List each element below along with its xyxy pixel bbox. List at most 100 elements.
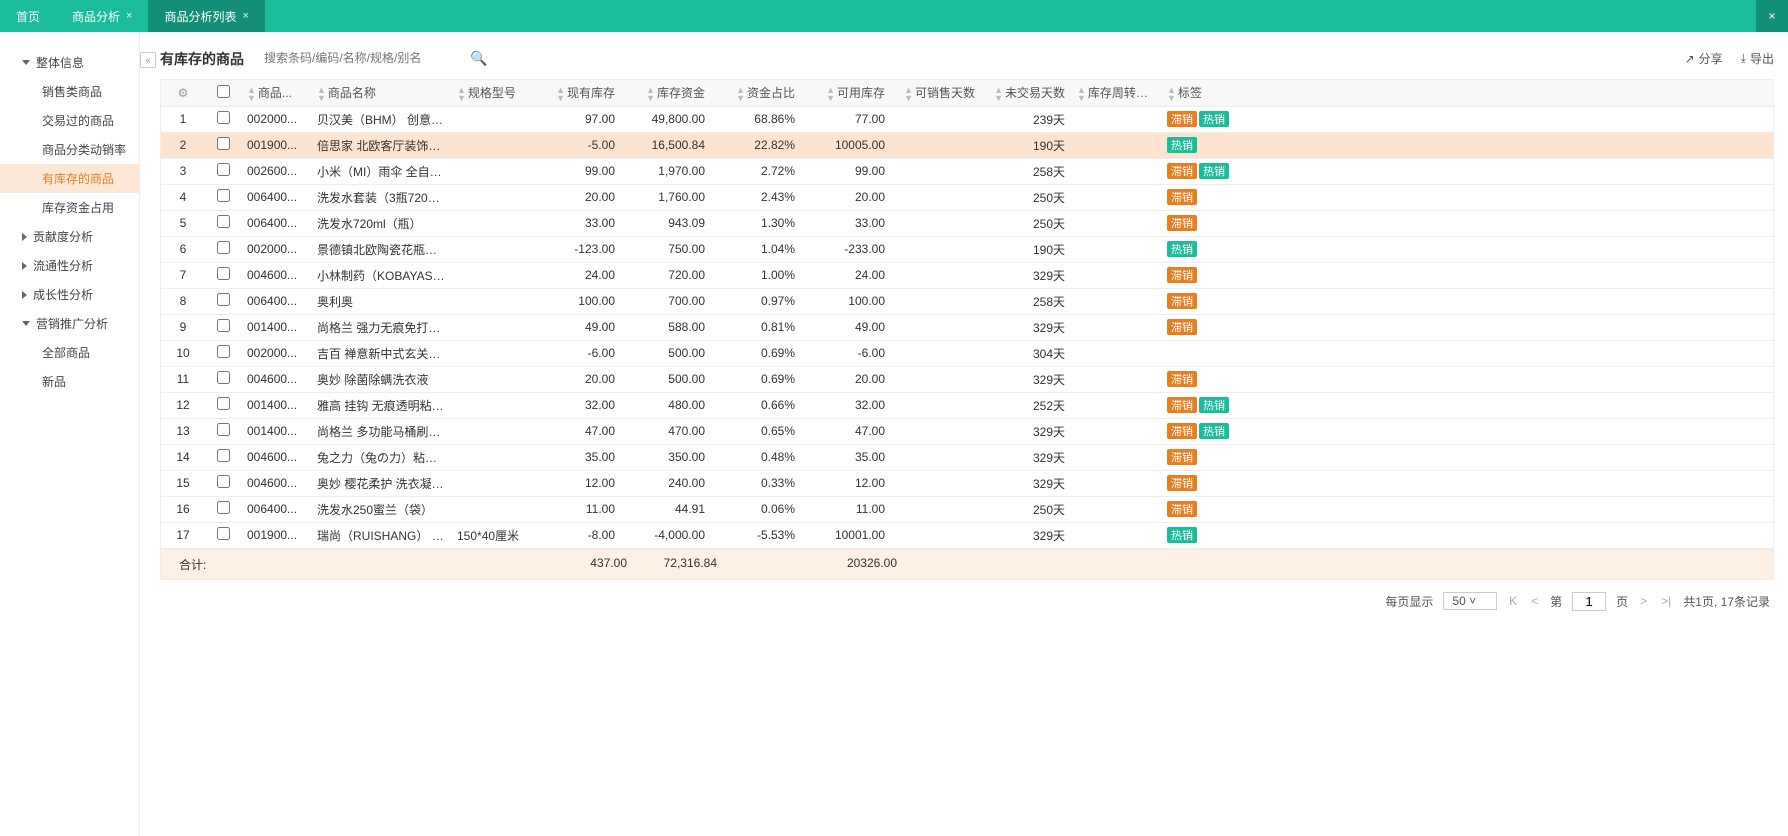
cell-fund: 240.00: [621, 470, 711, 496]
share-button[interactable]: ↗ 分享: [1685, 50, 1723, 67]
row-checkbox[interactable]: [217, 215, 230, 228]
sidebar-group-营销推广分析[interactable]: 营销推广分析: [0, 309, 139, 338]
sidebar-item-全部商品[interactable]: 全部商品: [0, 338, 139, 367]
pager-prev-button[interactable]: <: [1529, 594, 1540, 608]
col-idx[interactable]: ⚙: [161, 80, 205, 106]
row-checkbox[interactable]: [217, 371, 230, 384]
pager-first-button[interactable]: K: [1507, 594, 1519, 608]
sort-icon[interactable]: ▲▼: [556, 86, 565, 102]
sort-icon[interactable]: ▲▼: [826, 86, 835, 102]
col-sdays[interactable]: ▲▼可销售天数: [891, 80, 981, 106]
tabbar-close-button[interactable]: ×: [1756, 0, 1788, 32]
sort-icon[interactable]: ▲▼: [646, 86, 655, 102]
pager-last-button[interactable]: >|: [1659, 594, 1673, 608]
row-checkbox[interactable]: [217, 527, 230, 540]
row-checkbox[interactable]: [217, 397, 230, 410]
sort-icon[interactable]: ▲▼: [1167, 86, 1176, 102]
row-checkbox[interactable]: [217, 111, 230, 124]
cell-nodays: 329天: [981, 444, 1071, 470]
sidebar-item-交易过的商品[interactable]: 交易过的商品: [0, 106, 139, 135]
table-row[interactable]: 1002000...贝汉美（BHM） 创意北欧97.0049,800.0068.…: [161, 106, 1773, 132]
table-row[interactable]: 14004600...兔之力（兔の力）粘毛器粘35.00350.000.48%3…: [161, 444, 1773, 470]
table-row[interactable]: 3002600...小米（MI）雨伞 全自动折叠99.001,970.002.7…: [161, 158, 1773, 184]
table-row[interactable]: 16006400...洗发水250蜜兰（袋）11.0044.910.06%11.…: [161, 496, 1773, 522]
col-spec[interactable]: ▲▼规格型号: [451, 80, 531, 106]
row-checkbox[interactable]: [217, 423, 230, 436]
col-avail[interactable]: ▲▼可用库存: [801, 80, 891, 106]
row-index: 8: [161, 288, 205, 314]
col-name[interactable]: ▲▼商品名称: [311, 80, 451, 106]
row-checkbox[interactable]: [217, 189, 230, 202]
sidebar-collapse-button[interactable]: «: [140, 52, 156, 68]
search-input[interactable]: [262, 48, 462, 69]
row-checkbox[interactable]: [217, 241, 230, 254]
sort-icon[interactable]: ▲▼: [247, 86, 256, 102]
tag-热销: 热销: [1199, 423, 1229, 439]
sidebar-group-流通性分析[interactable]: 流通性分析: [0, 251, 139, 280]
tag-滞销: 滞销: [1167, 397, 1197, 413]
sort-icon[interactable]: ▲▼: [736, 86, 745, 102]
sort-icon[interactable]: ▲▼: [457, 86, 466, 102]
row-checkbox[interactable]: [217, 163, 230, 176]
export-button[interactable]: ⤓ 导出: [1741, 50, 1774, 67]
table-row[interactable]: 17001900...瑞尚（RUISHANG） 卧室150*40厘米-8.00-…: [161, 522, 1773, 548]
gear-icon[interactable]: ⚙: [178, 86, 189, 100]
page-size-select[interactable]: 50 ˅: [1443, 592, 1497, 610]
col-nodays[interactable]: ▲▼未交易天数: [981, 80, 1071, 106]
sidebar-group-成长性分析[interactable]: 成长性分析: [0, 280, 139, 309]
pager-page-input[interactable]: [1572, 592, 1606, 611]
sidebar-item-商品分类动销率[interactable]: 商品分类动销率: [0, 135, 139, 164]
row-checkbox[interactable]: [217, 345, 230, 358]
sidebar-group-整体信息[interactable]: 整体信息: [0, 48, 139, 77]
col-tag[interactable]: ▲▼标签: [1161, 80, 1261, 106]
tab-商品分析列表[interactable]: 商品分析列表×: [148, 0, 264, 32]
table-row[interactable]: 2001900...倍思家 北欧客厅装饰画卧室-5.0016,500.8422.…: [161, 132, 1773, 158]
table-row[interactable]: 15004600...奥妙 樱花柔护 洗衣凝珠 1012.00240.000.3…: [161, 470, 1773, 496]
cell-nodays: 190天: [981, 132, 1071, 158]
col-pct[interactable]: ▲▼资金占比: [711, 80, 801, 106]
table-row[interactable]: 7004600...小林制药（KOBAYASHI）E24.00720.001.0…: [161, 262, 1773, 288]
col-code[interactable]: ▲▼商品...: [241, 80, 311, 106]
table-row[interactable]: 13001400...尚格兰 多功能马桶刷套装 马47.00470.000.65…: [161, 418, 1773, 444]
col-fund[interactable]: ▲▼库存资金: [621, 80, 711, 106]
sidebar-group-贡献度分析[interactable]: 贡献度分析: [0, 222, 139, 251]
col-stock[interactable]: ▲▼现有库存: [531, 80, 621, 106]
close-icon[interactable]: ×: [126, 10, 132, 22]
cell-code: 001900...: [241, 522, 311, 548]
sidebar-item-新品[interactable]: 新品: [0, 367, 139, 396]
table-row[interactable]: 11004600...奥妙 除菌除螨洗衣液20.00500.000.69%20.…: [161, 366, 1773, 392]
table-row[interactable]: 4006400...洗发水套装（3瓶720ml+1）20.001,760.002…: [161, 184, 1773, 210]
select-all-checkbox[interactable]: [217, 85, 230, 98]
sort-icon[interactable]: ▲▼: [1077, 86, 1086, 102]
table-row[interactable]: 9001400...尚格兰 强力无痕免打孔浴室49.00588.000.81%4…: [161, 314, 1773, 340]
sort-icon[interactable]: ▲▼: [317, 86, 326, 102]
table-row[interactable]: 8006400...奥利奥100.00700.000.97%100.00258天…: [161, 288, 1773, 314]
cell-code: 002000...: [241, 340, 311, 366]
table-row[interactable]: 10002000...吉百 禅意新中式玄关摆件套-6.00500.000.69%…: [161, 340, 1773, 366]
table-row[interactable]: 12001400...雅高 挂钩 无痕透明粘钩 强32.00480.000.66…: [161, 392, 1773, 418]
pager-next-button[interactable]: >: [1638, 594, 1649, 608]
sort-icon[interactable]: ▲▼: [904, 86, 913, 102]
tab-首页[interactable]: 首页: [0, 0, 56, 32]
cell-sdays: [891, 470, 981, 496]
cell-spec: [451, 236, 531, 262]
row-checkbox[interactable]: [217, 449, 230, 462]
table-row[interactable]: 5006400...洗发水720ml（瓶）33.00943.091.30%33.…: [161, 210, 1773, 236]
sort-icon[interactable]: ▲▼: [994, 86, 1003, 102]
search-icon[interactable]: 🔍: [470, 50, 487, 67]
close-icon[interactable]: ×: [242, 10, 248, 22]
sidebar-item-有库存的商品[interactable]: 有库存的商品: [0, 164, 139, 193]
row-checkbox[interactable]: [217, 267, 230, 280]
col-turnover[interactable]: ▲▼库存周转天数: [1071, 80, 1161, 106]
sidebar-item-库存资金占用[interactable]: 库存资金占用: [0, 193, 139, 222]
cell-spec: [451, 288, 531, 314]
tab-商品分析[interactable]: 商品分析×: [56, 0, 148, 32]
table-row[interactable]: 6002000...景德镇北欧陶瓷花瓶摆件 优-123.00750.001.04…: [161, 236, 1773, 262]
sidebar-item-销售类商品[interactable]: 销售类商品: [0, 77, 139, 106]
col-cb[interactable]: [205, 80, 241, 106]
row-checkbox[interactable]: [217, 293, 230, 306]
row-checkbox[interactable]: [217, 501, 230, 514]
row-checkbox[interactable]: [217, 475, 230, 488]
row-checkbox[interactable]: [217, 137, 230, 150]
row-checkbox[interactable]: [217, 319, 230, 332]
